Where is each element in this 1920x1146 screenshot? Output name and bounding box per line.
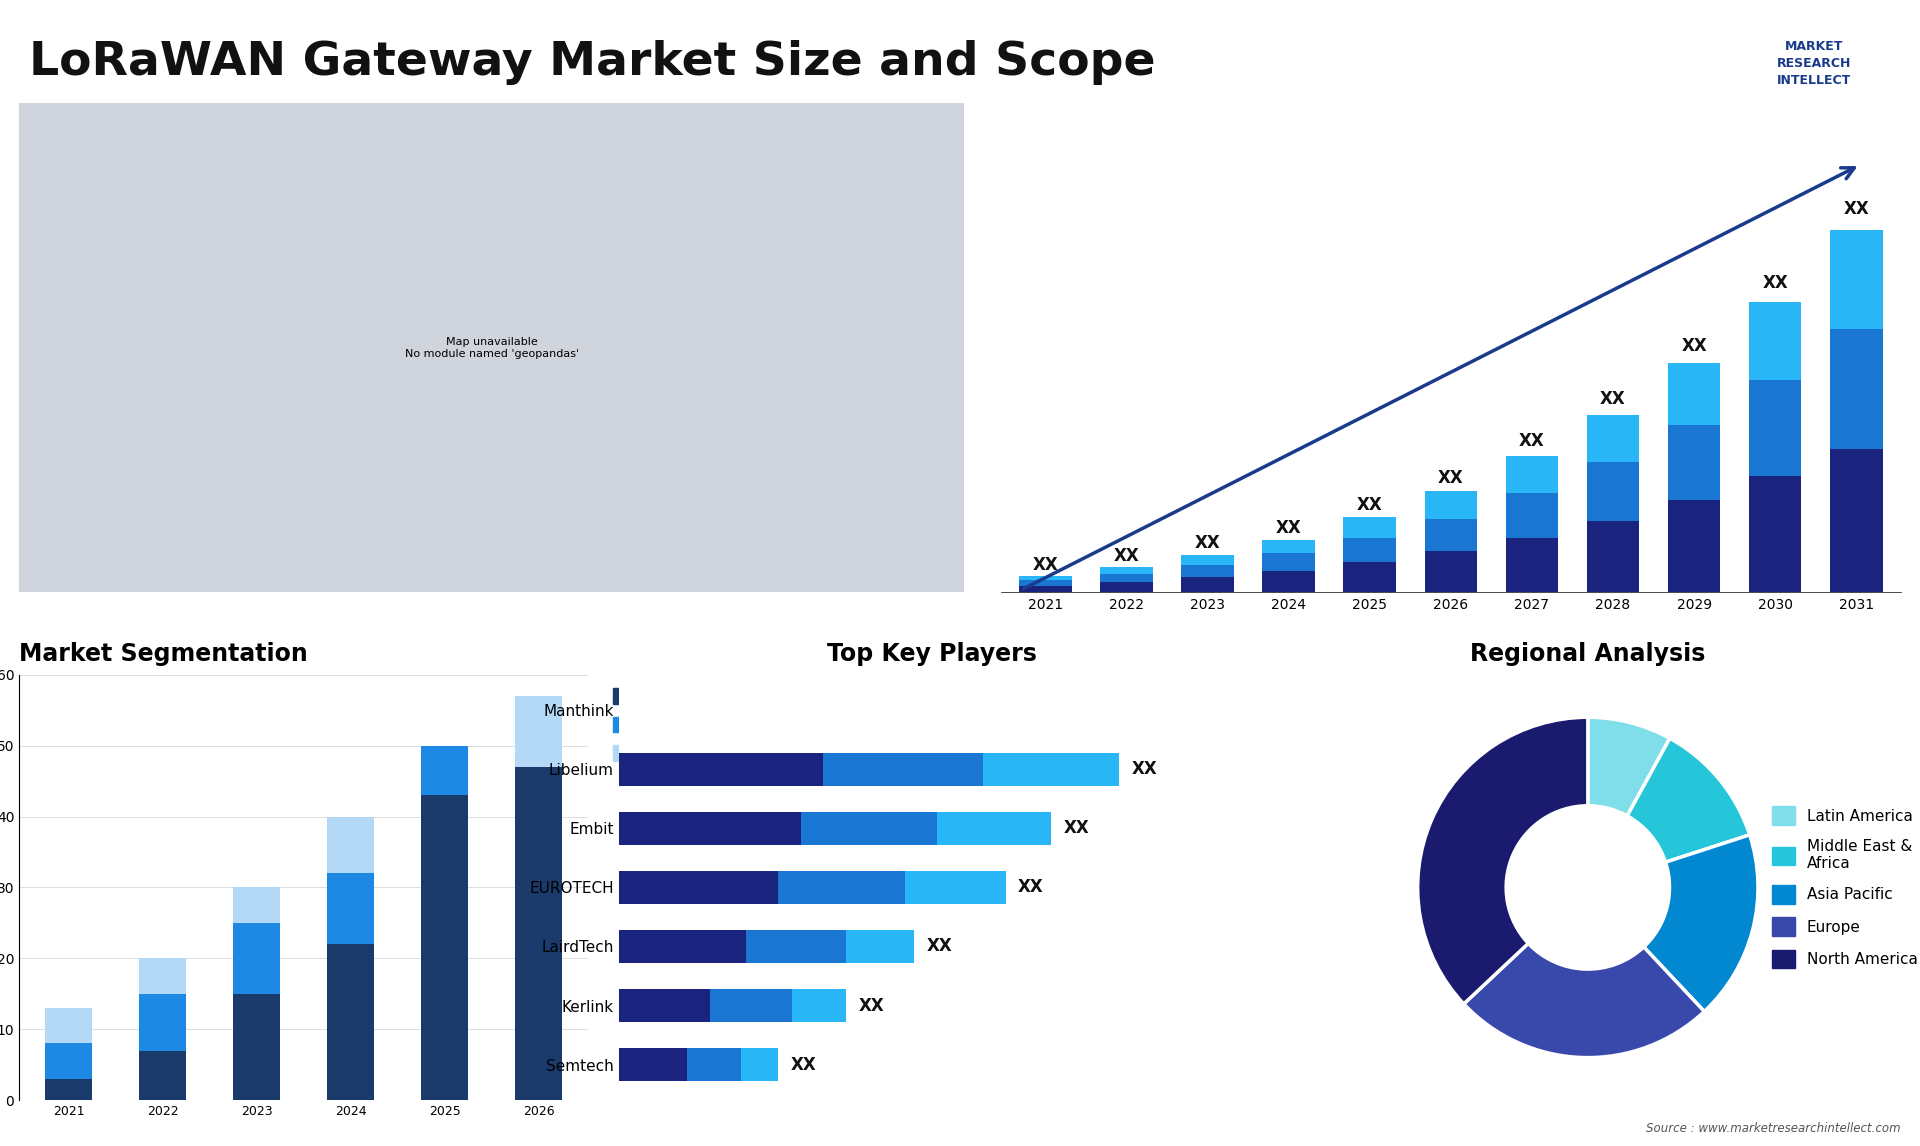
Bar <box>1668 425 1720 500</box>
Bar <box>710 989 791 1022</box>
Bar <box>1261 554 1315 571</box>
Text: XX: XX <box>1682 337 1707 355</box>
Bar <box>1505 456 1559 493</box>
Bar <box>1425 518 1476 551</box>
Bar <box>1261 571 1315 592</box>
Bar <box>326 817 374 873</box>
Bar <box>138 958 186 994</box>
Bar <box>618 931 747 963</box>
Bar <box>618 989 710 1022</box>
Text: XX: XX <box>1843 199 1868 218</box>
Text: XX: XX <box>1599 390 1626 408</box>
Bar <box>618 813 801 845</box>
Bar <box>1425 492 1476 518</box>
Text: XX: XX <box>1763 274 1788 292</box>
Text: XX: XX <box>1018 879 1044 896</box>
Text: XX: XX <box>1519 432 1546 450</box>
Bar <box>847 931 914 963</box>
Bar <box>1261 540 1315 554</box>
Bar <box>1344 517 1396 537</box>
Bar <box>232 887 280 923</box>
Wedge shape <box>1463 943 1705 1058</box>
Wedge shape <box>1588 717 1670 816</box>
Bar <box>1344 537 1396 562</box>
Text: Source : www.marketresearchintellect.com: Source : www.marketresearchintellect.com <box>1645 1122 1901 1135</box>
Bar <box>1181 555 1235 565</box>
Bar <box>1100 567 1152 574</box>
Bar <box>44 1044 92 1078</box>
Bar <box>801 813 937 845</box>
Bar <box>906 871 1006 904</box>
Bar <box>326 944 374 1100</box>
Bar <box>824 753 983 785</box>
Text: XX: XX <box>927 937 952 956</box>
Wedge shape <box>1626 738 1749 862</box>
Bar <box>1181 565 1235 578</box>
Bar <box>1668 363 1720 425</box>
Text: XX: XX <box>1357 495 1382 513</box>
Bar <box>618 1049 687 1081</box>
Wedge shape <box>1417 717 1588 1004</box>
Bar <box>1425 551 1476 592</box>
Title: Regional Analysis: Regional Analysis <box>1471 642 1705 666</box>
Text: XX: XX <box>1133 760 1158 778</box>
Bar <box>1344 562 1396 592</box>
Bar <box>44 1008 92 1044</box>
Text: XX: XX <box>791 1055 816 1074</box>
Bar <box>1830 230 1882 329</box>
Bar <box>1020 576 1071 580</box>
Bar <box>232 923 280 994</box>
Bar <box>778 871 906 904</box>
Bar <box>1100 582 1152 592</box>
Text: LoRaWAN Gateway Market Size and Scope: LoRaWAN Gateway Market Size and Scope <box>29 40 1156 85</box>
Bar <box>138 994 186 1051</box>
Title: Top Key Players: Top Key Players <box>828 642 1037 666</box>
Bar <box>618 753 824 785</box>
Bar <box>1181 578 1235 592</box>
Circle shape <box>1505 806 1670 970</box>
Bar <box>1749 301 1801 380</box>
Bar <box>1020 580 1071 586</box>
Text: MARKET
RESEARCH
INTELLECT: MARKET RESEARCH INTELLECT <box>1778 40 1851 87</box>
Bar <box>1505 493 1559 537</box>
Bar <box>1749 476 1801 592</box>
Bar <box>747 931 847 963</box>
Text: Map unavailable
No module named 'geopandas': Map unavailable No module named 'geopand… <box>405 337 578 359</box>
Bar <box>1668 500 1720 592</box>
Bar <box>741 1049 778 1081</box>
Bar <box>1505 537 1559 592</box>
Bar <box>1586 463 1640 520</box>
Bar <box>138 1051 186 1100</box>
Text: XX: XX <box>858 997 885 1014</box>
Bar <box>1586 415 1640 463</box>
Bar <box>937 813 1050 845</box>
Text: XX: XX <box>1438 469 1463 487</box>
Bar <box>420 795 468 1100</box>
Bar <box>1830 449 1882 592</box>
Bar <box>1830 329 1882 449</box>
Bar <box>983 753 1119 785</box>
Text: XX: XX <box>1033 556 1058 574</box>
Text: XX: XX <box>1064 819 1089 838</box>
Bar <box>515 696 563 767</box>
Text: XX: XX <box>1194 534 1221 552</box>
Bar <box>1586 520 1640 592</box>
Bar <box>791 989 847 1022</box>
Bar <box>420 746 468 795</box>
Bar <box>618 871 778 904</box>
Bar <box>44 1078 92 1100</box>
Bar <box>687 1049 741 1081</box>
Bar <box>232 994 280 1100</box>
Text: Market Segmentation: Market Segmentation <box>19 642 307 666</box>
Bar <box>1020 586 1071 592</box>
Bar <box>515 767 563 1100</box>
Bar <box>1100 574 1152 582</box>
Bar <box>326 873 374 944</box>
Legend: Type, Application, Geography: Type, Application, Geography <box>607 682 735 767</box>
Wedge shape <box>1644 834 1759 1012</box>
Bar <box>1749 380 1801 476</box>
Text: XX: XX <box>1114 547 1139 565</box>
Text: XX: XX <box>1277 519 1302 536</box>
Legend: Latin America, Middle East &
Africa, Asia Pacific, Europe, North America: Latin America, Middle East & Africa, Asi… <box>1766 800 1920 974</box>
